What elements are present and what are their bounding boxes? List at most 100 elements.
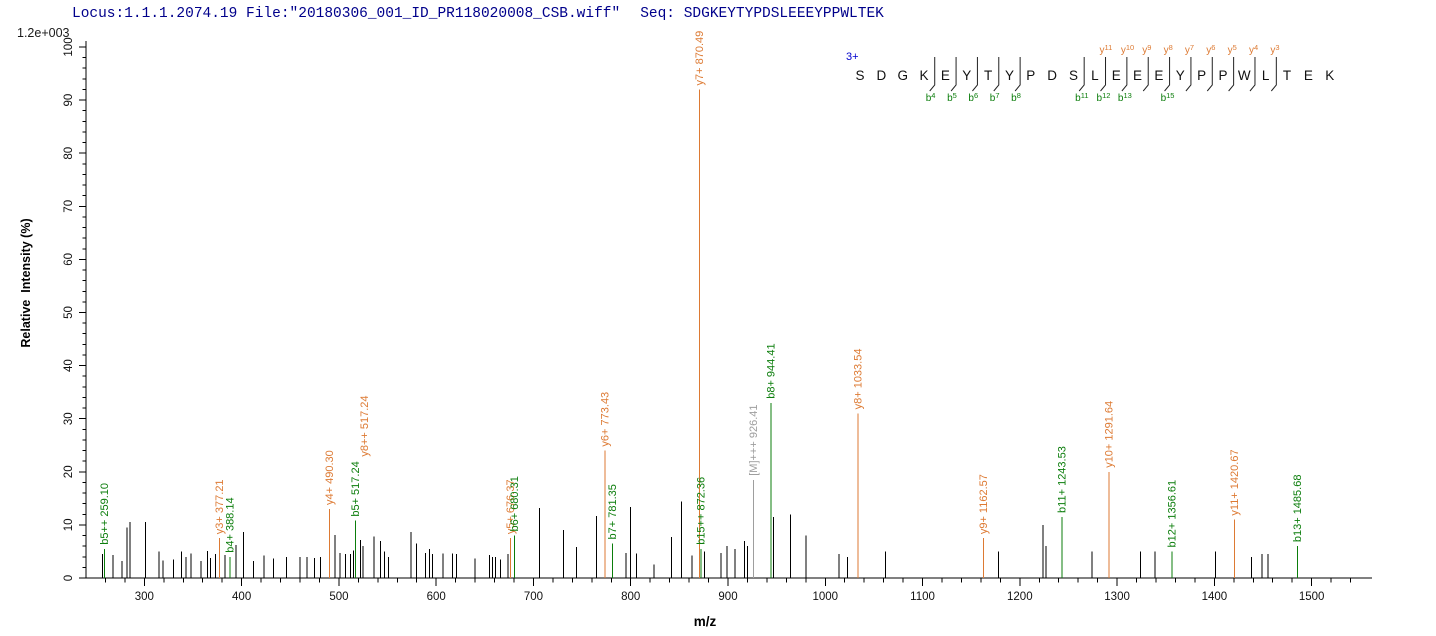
peak-label: [M]+++ 926.41 <box>748 405 760 476</box>
x-tick-label: 1500 <box>1299 591 1325 603</box>
x-tick-label: 300 <box>135 591 154 603</box>
b-ion-tag-b4: b4 <box>926 91 936 104</box>
y-tick-label: 40 <box>63 359 75 372</box>
residue-5-E: E <box>941 68 950 83</box>
y-tick-label: 20 <box>63 465 75 478</box>
residue-9-P: P <box>1026 68 1035 83</box>
x-tick-label: 1100 <box>910 591 935 603</box>
peak-label: y9+ 1162.57 <box>978 474 990 534</box>
cleavage-marker <box>993 57 1000 92</box>
x-tick-label: 1400 <box>1202 591 1228 603</box>
header: Locus:1.1.1.2074.19 File:"20180306_001_I… <box>72 6 884 22</box>
residue-13-E: E <box>1112 68 1121 83</box>
y-ion-tag-y3: y3 <box>1270 43 1279 56</box>
residue-14-E: E <box>1133 68 1142 83</box>
cleavage-marker <box>1100 57 1107 92</box>
x-tick-label: 600 <box>427 591 446 603</box>
b-ion-tag-b7: b7 <box>990 91 1000 104</box>
cleavage-marker <box>950 57 957 92</box>
b-ion-tag-b8: b8 <box>1011 91 1021 104</box>
cleavage-marker <box>1164 57 1171 92</box>
peak-label: y3+ 377.21 <box>214 479 226 534</box>
peak-label: y4+ 490.30 <box>324 450 336 505</box>
b-ion-tag-b15: b15 <box>1161 91 1175 104</box>
residue-20-L: L <box>1262 68 1270 83</box>
residue-4-K: K <box>920 68 929 83</box>
peak-label: b12+ 1356.61 <box>1167 480 1179 548</box>
residue-8-Y: Y <box>1005 68 1014 83</box>
peak-label: y8++ 517.24 <box>359 395 371 456</box>
peak-label: y11+ 1420.67 <box>1229 449 1241 515</box>
sequence-label: Seq: SDGKEYTYPDSLEEEYPPWLTEK <box>640 6 884 22</box>
cleavage-marker <box>929 57 936 92</box>
y-tick-label: 0 <box>63 575 75 581</box>
x-tick-label: 500 <box>329 591 348 603</box>
cleavage-marker <box>1078 57 1085 92</box>
axes: 300 400 500 600 700 800 900 1000 1100 1200 1300 140… <box>63 37 1372 603</box>
residue-18-P: P <box>1218 68 1227 83</box>
residue-21-T: T <box>1283 68 1291 83</box>
peak-label: b5++ 259.10 <box>99 483 111 545</box>
residue-12-L: L <box>1091 68 1099 83</box>
cleavage-marker <box>972 57 978 92</box>
cleavage-marker <box>1228 57 1235 92</box>
residue-2-D: D <box>876 68 886 83</box>
peak-label: b6+ 680.31 <box>509 476 521 531</box>
residue-1-S: S <box>855 68 864 83</box>
y-ion-tag-y9: y9 <box>1142 43 1151 56</box>
precursor-charge-label: 3+ <box>846 51 859 63</box>
x-tick-label: 900 <box>718 591 737 603</box>
y-tick-label: 80 <box>63 147 75 160</box>
residue-11-S: S <box>1069 68 1078 83</box>
peak-label: b11+ 1243.53 <box>1057 446 1069 513</box>
residue-16-Y: Y <box>1176 68 1185 83</box>
y-tick-label: 60 <box>63 253 75 266</box>
y-ion-tag-y10: y10 <box>1121 43 1134 56</box>
y-ion-tag-y6: y6 <box>1206 43 1215 56</box>
y-axis-title: Relative Intensity (%) <box>19 218 33 347</box>
sequence-ladder: 3+S D G K E Y T Y P D S L E E E Y P P W L T E Kb4 b5 b6 b7 b8 b11y1… <box>846 43 1334 104</box>
cleavage-marker <box>1206 57 1213 92</box>
cleavage-marker <box>1185 57 1192 92</box>
x-tick-label: 1000 <box>812 591 838 603</box>
max-intensity-label: 1.2e+003 <box>17 26 70 40</box>
b-ion-tag-b11: b11 <box>1075 91 1088 104</box>
y-tick-label: 30 <box>63 412 75 425</box>
peak-label: b13+ 1485.68 <box>1292 475 1304 543</box>
y-tick-label: 100 <box>63 37 75 56</box>
y-tick-label: 10 <box>63 519 75 532</box>
residue-19-W: W <box>1238 68 1251 83</box>
x-tick-label: 800 <box>621 591 640 603</box>
locus-file-label: Locus:1.1.1.2074.19 File:"20180306_001_I… <box>72 6 621 22</box>
y-ion-tag-y5: y5 <box>1228 43 1237 56</box>
peaks <box>102 89 1299 578</box>
residue-3-G: G <box>897 68 908 83</box>
residue-15-E: E <box>1154 68 1163 83</box>
y-ion-tag-y4: y4 <box>1249 43 1258 56</box>
residue-23-K: K <box>1325 68 1334 83</box>
y-tick-label: 70 <box>63 200 75 213</box>
residue-6-Y: Y <box>962 68 971 83</box>
residue-10-D: D <box>1047 68 1057 83</box>
cleavage-marker <box>1121 57 1128 92</box>
residue-22-E: E <box>1304 68 1313 83</box>
cleavage-marker <box>1270 57 1277 92</box>
peak-label: y7+ 870.49 <box>694 31 706 86</box>
x-tick-label: 1300 <box>1104 591 1130 603</box>
peak-label: y6+ 773.43 <box>599 392 611 447</box>
b-ion-tag-b5: b5 <box>947 91 957 104</box>
cleavage-marker <box>1249 57 1256 92</box>
b-ion-tag-b6: b6 <box>968 91 978 104</box>
peak-label: y8+ 1033.54 <box>852 349 864 410</box>
y-ion-tag-y8: y8 <box>1164 43 1173 56</box>
peak-label: b5+ 517.24 <box>350 461 362 516</box>
x-tick-label: 400 <box>232 591 251 603</box>
residue-7-T: T <box>984 68 992 83</box>
peak-label: y10+ 1291.64 <box>1103 401 1115 468</box>
peak-label: y5+ 676.37 <box>505 479 517 534</box>
peak-label: b15++ 872.36 <box>696 477 708 545</box>
peak-label: b8+ 944.41 <box>766 343 778 398</box>
b-ion-tag-b13: b13 <box>1118 91 1132 104</box>
